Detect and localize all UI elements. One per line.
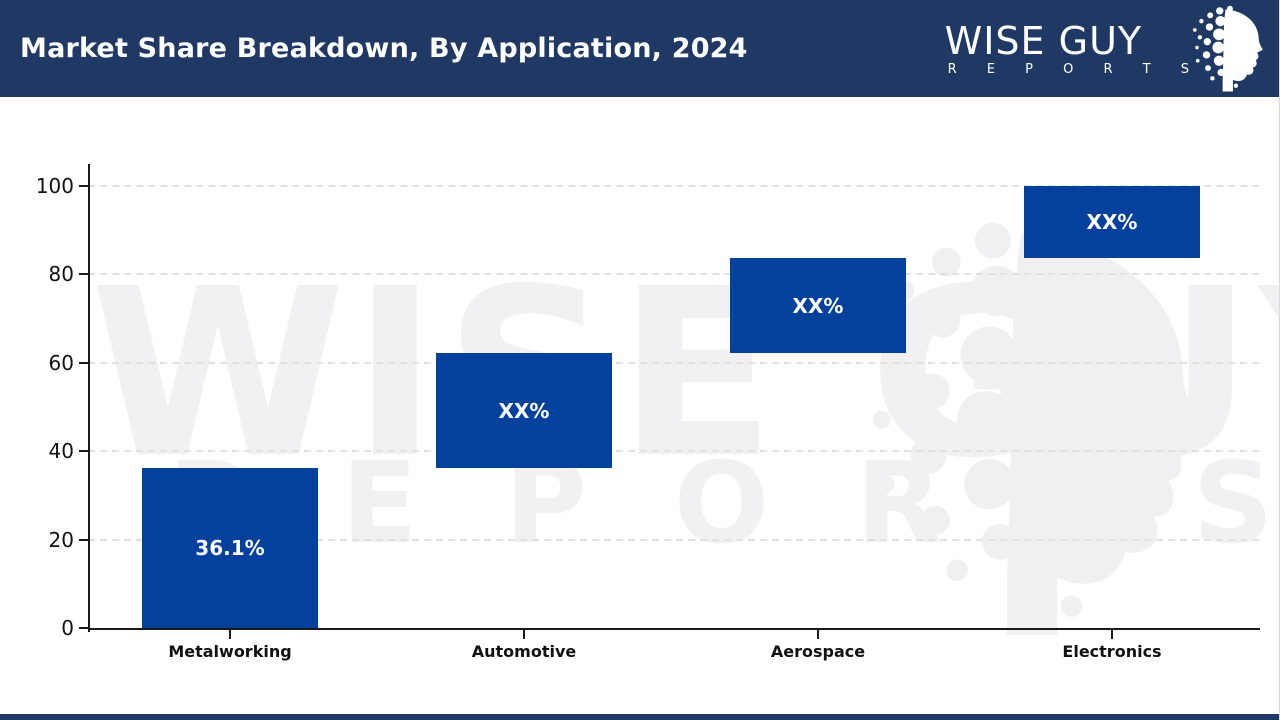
- x-tick-mark: [523, 630, 525, 639]
- bar-aerospace: XX%: [730, 258, 906, 354]
- bar-automotive: XX%: [436, 353, 612, 469]
- y-axis: [88, 164, 90, 632]
- plot-area: 0 20 40 60 80 100 36.1% Metalworking XX% Automoti…: [0, 97, 1279, 714]
- app-header: Market Share Breakdown, By Application, …: [0, 0, 1279, 97]
- category-label-metalworking: Metalworking: [168, 642, 292, 661]
- y-tick-label: 40: [48, 439, 74, 464]
- bar-value-label: XX%: [1086, 210, 1138, 235]
- category-label-electronics: Electronics: [1062, 642, 1162, 661]
- brand-face-icon: [1186, 5, 1274, 93]
- y-tick-mark: [79, 538, 88, 541]
- y-tick-mark: [79, 361, 88, 364]
- y-tick-label: 0: [61, 616, 74, 640]
- gridline-100: [88, 185, 1260, 187]
- gridline-20: [88, 538, 1260, 541]
- bar-value-label: 36.1%: [195, 536, 265, 561]
- category-label-aerospace: Aerospace: [770, 642, 866, 661]
- brand-name: WISE GUY: [944, 19, 1143, 63]
- x-tick-mark: [817, 630, 819, 639]
- y-tick-label: 60: [48, 350, 74, 375]
- x-tick-mark: [1111, 630, 1113, 639]
- x-tick-mark: [229, 630, 231, 639]
- brand-logo: WISE GUY R E P O R T S: [945, 5, 1274, 93]
- y-tick-label: 20: [48, 527, 74, 552]
- page-title: Market Share Breakdown, By Application, …: [20, 33, 748, 64]
- brand-subname: R E P O R T S: [947, 62, 1202, 77]
- bar-value-label: XX%: [792, 293, 844, 318]
- y-tick-mark: [79, 450, 88, 453]
- gridline-80: [88, 273, 1260, 276]
- y-tick-mark: [79, 627, 88, 629]
- category-label-automotive: Automotive: [471, 642, 577, 661]
- brand-name-block: WISE GUY R E P O R T S: [945, 22, 1202, 76]
- y-tick-label: 100: [35, 174, 74, 198]
- bar-metalworking: 36.1%: [142, 468, 318, 628]
- y-tick-label: 80: [48, 262, 74, 287]
- gridline-60: [88, 361, 1260, 364]
- bar-value-label: XX%: [498, 398, 550, 423]
- y-tick-mark: [79, 185, 88, 187]
- footer-bar: [0, 714, 1279, 720]
- gridline-40: [88, 450, 1260, 453]
- y-tick-mark: [79, 273, 88, 276]
- bar-electronics: XX%: [1024, 186, 1200, 259]
- x-axis: [88, 628, 1260, 630]
